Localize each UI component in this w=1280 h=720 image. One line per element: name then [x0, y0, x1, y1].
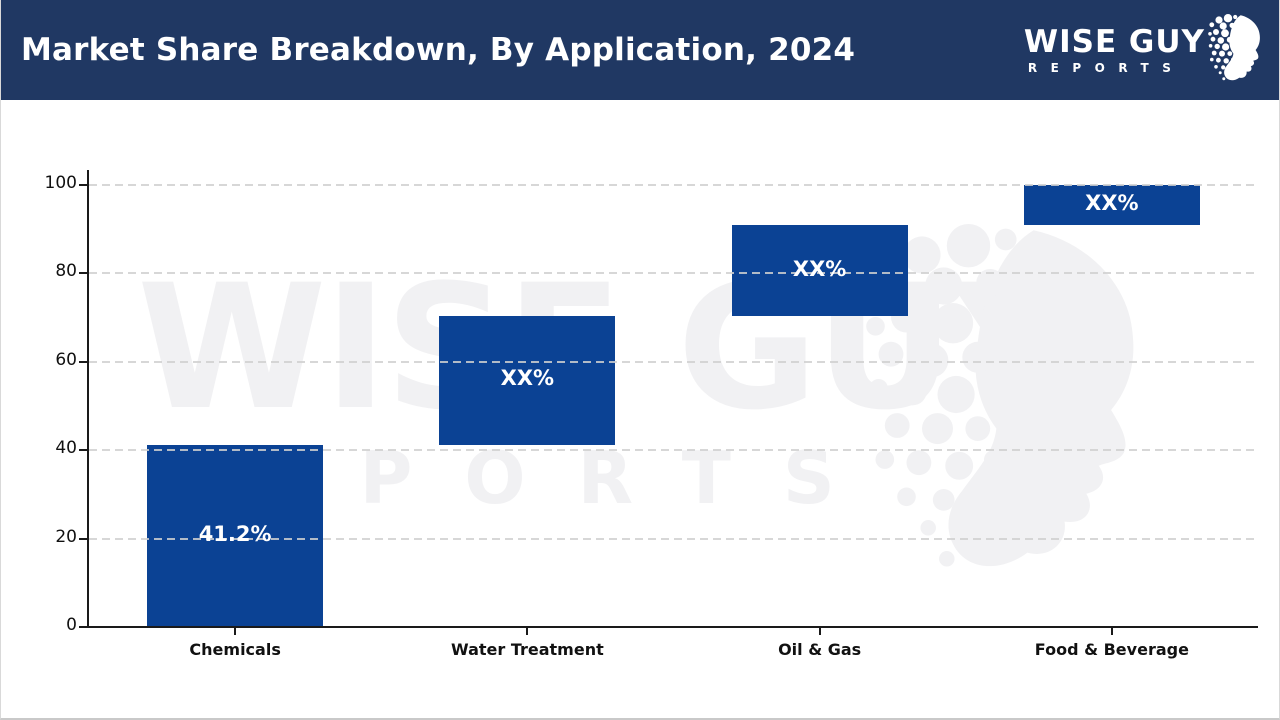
x-tick-chemicals [234, 627, 237, 635]
bar-water-treatment [439, 315, 616, 445]
dotted-head-icon [1208, 14, 1260, 81]
x-axis [87, 626, 1258, 628]
y-tick-label-20: 20 [55, 526, 77, 547]
x-tick-label-oil-gas: Oil & Gas [778, 640, 862, 659]
bar-food-beverage [1023, 184, 1200, 226]
x-tick-food-beverage [1110, 627, 1113, 635]
logo-subtext: REPORTS [1027, 60, 1185, 75]
bar-label-oil-gas: XX% [792, 256, 847, 281]
brand-logo: WISE GUY REPORTS [1024, 13, 1267, 87]
logo-wordmark: WISE GUY [1023, 23, 1205, 60]
bar-chemicals [147, 444, 324, 627]
gridline-40 [89, 449, 1258, 451]
y-tick-label-40: 40 [55, 438, 77, 458]
gridline-20 [89, 537, 1258, 540]
x-tick-oil-gas [818, 627, 821, 635]
x-tick-label-food-beverage: Food & Beverage [1034, 640, 1189, 659]
y-tick-label-0: 0 [66, 615, 77, 635]
gridline-100 [89, 183, 1258, 186]
y-tick-40 [79, 449, 89, 451]
x-tick-label-chemicals: Chemicals [189, 640, 281, 659]
y-tick-60 [79, 360, 89, 363]
y-tick-label-80: 80 [55, 261, 77, 281]
bar-label-food-beverage: XX% [1085, 190, 1139, 215]
y-tick-20 [79, 537, 89, 540]
bar-label-chemicals: 41.2% [198, 521, 272, 546]
y-tick-label-60: 60 [55, 349, 77, 370]
y-axis [87, 170, 89, 628]
bar-label-water-treatment: XX% [500, 366, 555, 391]
y-tick-label-100: 100 [44, 172, 77, 193]
header: Market Share Breakdown, By Application, … [1, 0, 1279, 100]
y-tick-100 [79, 183, 89, 186]
page-title: Market Share Breakdown, By Application, … [21, 32, 856, 68]
x-tick-water-treatment [526, 627, 529, 635]
y-tick-0 [79, 626, 89, 628]
gridline-60 [89, 360, 1258, 363]
x-tick-label-water-treatment: Water Treatment [451, 640, 604, 659]
gridline-80 [89, 272, 1258, 274]
logo-text: WISE GUY REPORTS [1023, 23, 1205, 75]
y-tick-80 [79, 272, 89, 274]
